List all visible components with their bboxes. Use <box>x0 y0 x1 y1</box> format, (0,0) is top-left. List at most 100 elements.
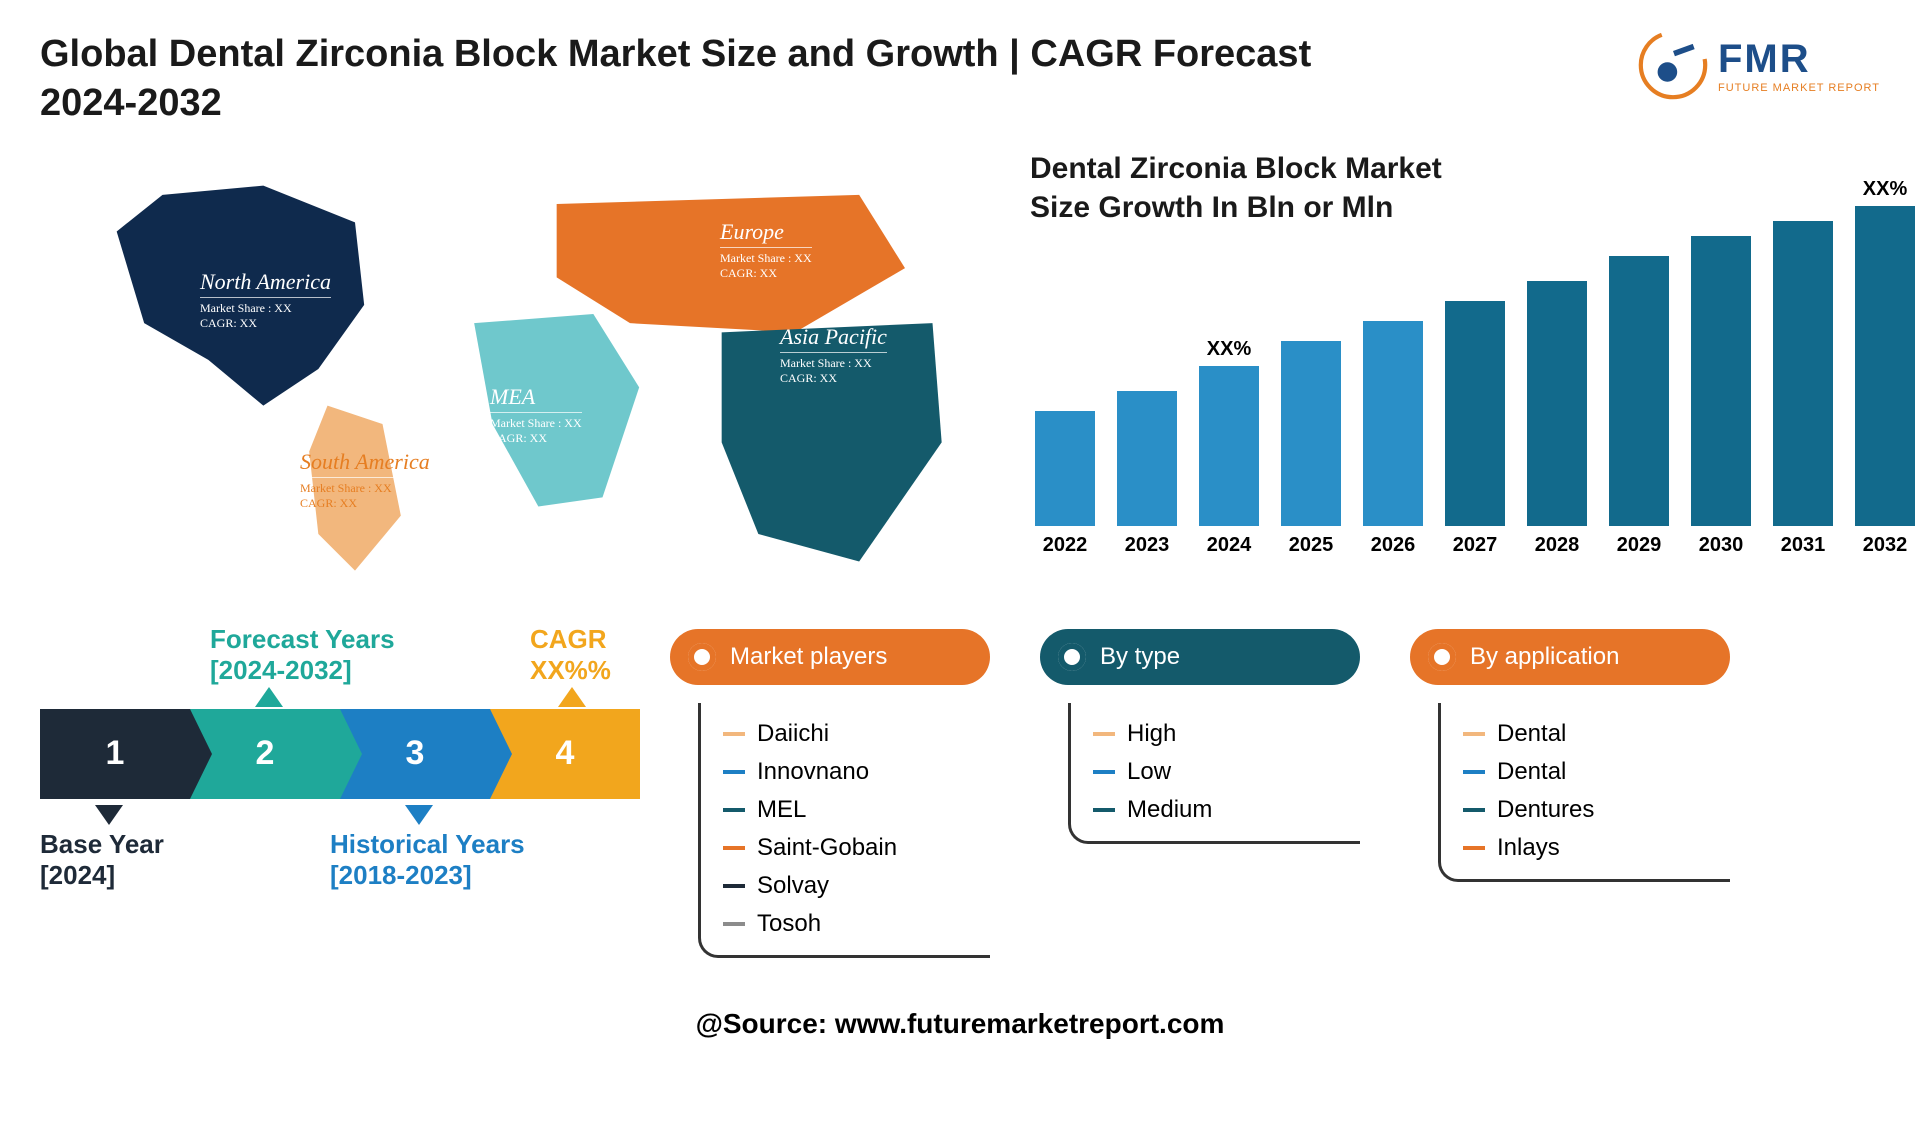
bar-top-label: XX% <box>1863 178 1907 201</box>
tick-icon <box>723 922 745 926</box>
timeline-arrow-cagr <box>558 687 586 707</box>
timeline-boxes: 1234 <box>40 709 640 799</box>
item-label: Innovnano <box>757 758 869 786</box>
category-1: By type High Low Medium <box>1040 629 1360 958</box>
bar-2025: 2025 <box>1276 341 1346 557</box>
tick-icon <box>1463 732 1485 736</box>
item-label: Tosoh <box>757 910 821 938</box>
timeline: 1234Base Year[2024]Forecast Years[2024-2… <box>40 629 640 799</box>
timeline-box-1: 1 <box>40 709 190 799</box>
timeline-label-cagr: CAGRXX%% <box>530 624 611 686</box>
list-item: Inlays <box>1463 829 1730 867</box>
bullet-icon <box>1428 643 1456 671</box>
timeline-label-forecast: Forecast Years[2024-2032] <box>210 624 395 686</box>
bar-x-label: 2031 <box>1781 534 1826 557</box>
timeline-arrow-forecast <box>255 687 283 707</box>
page-title: Global Dental Zirconia Block Market Size… <box>40 30 1340 129</box>
timeline-arrow-historical <box>405 805 433 825</box>
item-label: Dentures <box>1497 796 1594 824</box>
category-title: Market players <box>730 643 887 671</box>
region-label-south_america: South AmericaMarket Share : XXCAGR: XX <box>300 449 430 512</box>
category-list: DaiichiInnovnanoMELSaint-GobainSolvayTos… <box>698 703 990 958</box>
category-0: Market playersDaiichiInnovnanoMELSaint-G… <box>670 629 990 958</box>
bar-2032: XX%2032 <box>1850 206 1920 557</box>
tick-icon <box>1463 808 1485 812</box>
item-label: Dental <box>1497 758 1566 786</box>
tick-icon <box>1093 808 1115 812</box>
tick-icon <box>723 884 745 888</box>
bullet-icon <box>1058 643 1086 671</box>
bullet-icon <box>688 643 716 671</box>
timeline-label-base: Base Year[2024] <box>40 829 164 891</box>
bar-2027: 2027 <box>1440 301 1510 557</box>
main-row: North AmericaMarket Share : XXCAGR: XX So… <box>40 149 1880 589</box>
header: Global Dental Zirconia Block Market Size… <box>40 30 1880 129</box>
timeline-box-2: 2 <box>190 709 340 799</box>
list-item: Medium <box>1093 791 1360 829</box>
region-label-north_america: North AmericaMarket Share : XXCAGR: XX <box>200 269 331 332</box>
list-item: Tosoh <box>723 905 990 943</box>
logo-text-main: FMR <box>1718 37 1880 82</box>
bar-x-label: 2030 <box>1699 534 1744 557</box>
bar-x-label: 2025 <box>1289 534 1334 557</box>
bottom-row: 1234Base Year[2024]Forecast Years[2024-2… <box>40 629 1880 958</box>
bar-2026: 2026 <box>1358 321 1428 557</box>
category-2: By application Dental Dental Dentures Inlays <box>1410 629 1730 958</box>
source-text: @Source: www.futuremarketreport.com <box>40 1008 1880 1040</box>
bar-x-label: 2024 <box>1207 534 1252 557</box>
bar-x-label: 2028 <box>1535 534 1580 557</box>
region-label-asia_pacific: Asia PacificMarket Share : XXCAGR: XX <box>780 324 887 387</box>
item-label: Low <box>1127 758 1171 786</box>
list-item: MEL <box>723 791 990 829</box>
world-map: North AmericaMarket Share : XXCAGR: XX So… <box>40 149 1000 589</box>
list-item: Solvay <box>723 867 990 905</box>
tick-icon <box>723 732 745 736</box>
bar-x-label: 2022 <box>1043 534 1088 557</box>
bar-2029: 2029 <box>1604 256 1674 557</box>
region-label-europe: EuropeMarket Share : XXCAGR: XX <box>720 219 812 282</box>
category-title: By type <box>1100 643 1180 671</box>
list-item: Dental <box>1463 715 1730 753</box>
bar-x-label: 2032 <box>1863 534 1908 557</box>
chart-title: Dental Zirconia Block Market Size Growth… <box>1030 149 1450 227</box>
category-head: By application <box>1410 629 1730 685</box>
category-columns: Market playersDaiichiInnovnanoMELSaint-G… <box>670 629 1730 958</box>
tick-icon <box>1463 770 1485 774</box>
category-head: By type <box>1040 629 1360 685</box>
item-label: MEL <box>757 796 806 824</box>
bar-x-label: 2026 <box>1371 534 1416 557</box>
region-label-mea: MEAMarket Share : XXCAGR: XX <box>490 384 582 447</box>
bar-2024: XX%2024 <box>1194 366 1264 557</box>
bar-2028: 2028 <box>1522 281 1592 557</box>
timeline-label-historical: Historical Years[2018-2023] <box>330 829 525 891</box>
bar-top-label: XX% <box>1207 338 1251 361</box>
category-list: Dental Dental Dentures Inlays <box>1438 703 1730 882</box>
item-label: Inlays <box>1497 834 1560 862</box>
list-item: Low <box>1093 753 1360 791</box>
list-item: Innovnano <box>723 753 990 791</box>
bar-2030: 2030 <box>1686 236 1756 557</box>
timeline-box-4: 4 <box>490 709 640 799</box>
bar-x-label: 2029 <box>1617 534 1662 557</box>
bar-2022: 2022 <box>1030 411 1100 557</box>
item-label: Dental <box>1497 720 1566 748</box>
tick-icon <box>1093 770 1115 774</box>
list-item: Dental <box>1463 753 1730 791</box>
chart-bars: 20222023XX%20242025202620272028202920302… <box>1030 237 1920 557</box>
item-label: High <box>1127 720 1176 748</box>
bar-chart: Dental Zirconia Block Market Size Growth… <box>1030 149 1920 589</box>
timeline-arrow-base <box>95 805 123 825</box>
logo: FMR FUTURE MARKET REPORT <box>1638 30 1880 100</box>
category-title: By application <box>1470 643 1619 671</box>
category-list: High Low Medium <box>1068 703 1360 844</box>
bar-2031: 2031 <box>1768 221 1838 557</box>
fmr-logo-icon <box>1638 30 1708 100</box>
list-item: Dentures <box>1463 791 1730 829</box>
bar-2023: 2023 <box>1112 391 1182 557</box>
tick-icon <box>723 770 745 774</box>
bar-x-label: 2023 <box>1125 534 1170 557</box>
tick-icon <box>1463 846 1485 850</box>
list-item: Saint-Gobain <box>723 829 990 867</box>
item-label: Saint-Gobain <box>757 834 897 862</box>
bar-x-label: 2027 <box>1453 534 1498 557</box>
